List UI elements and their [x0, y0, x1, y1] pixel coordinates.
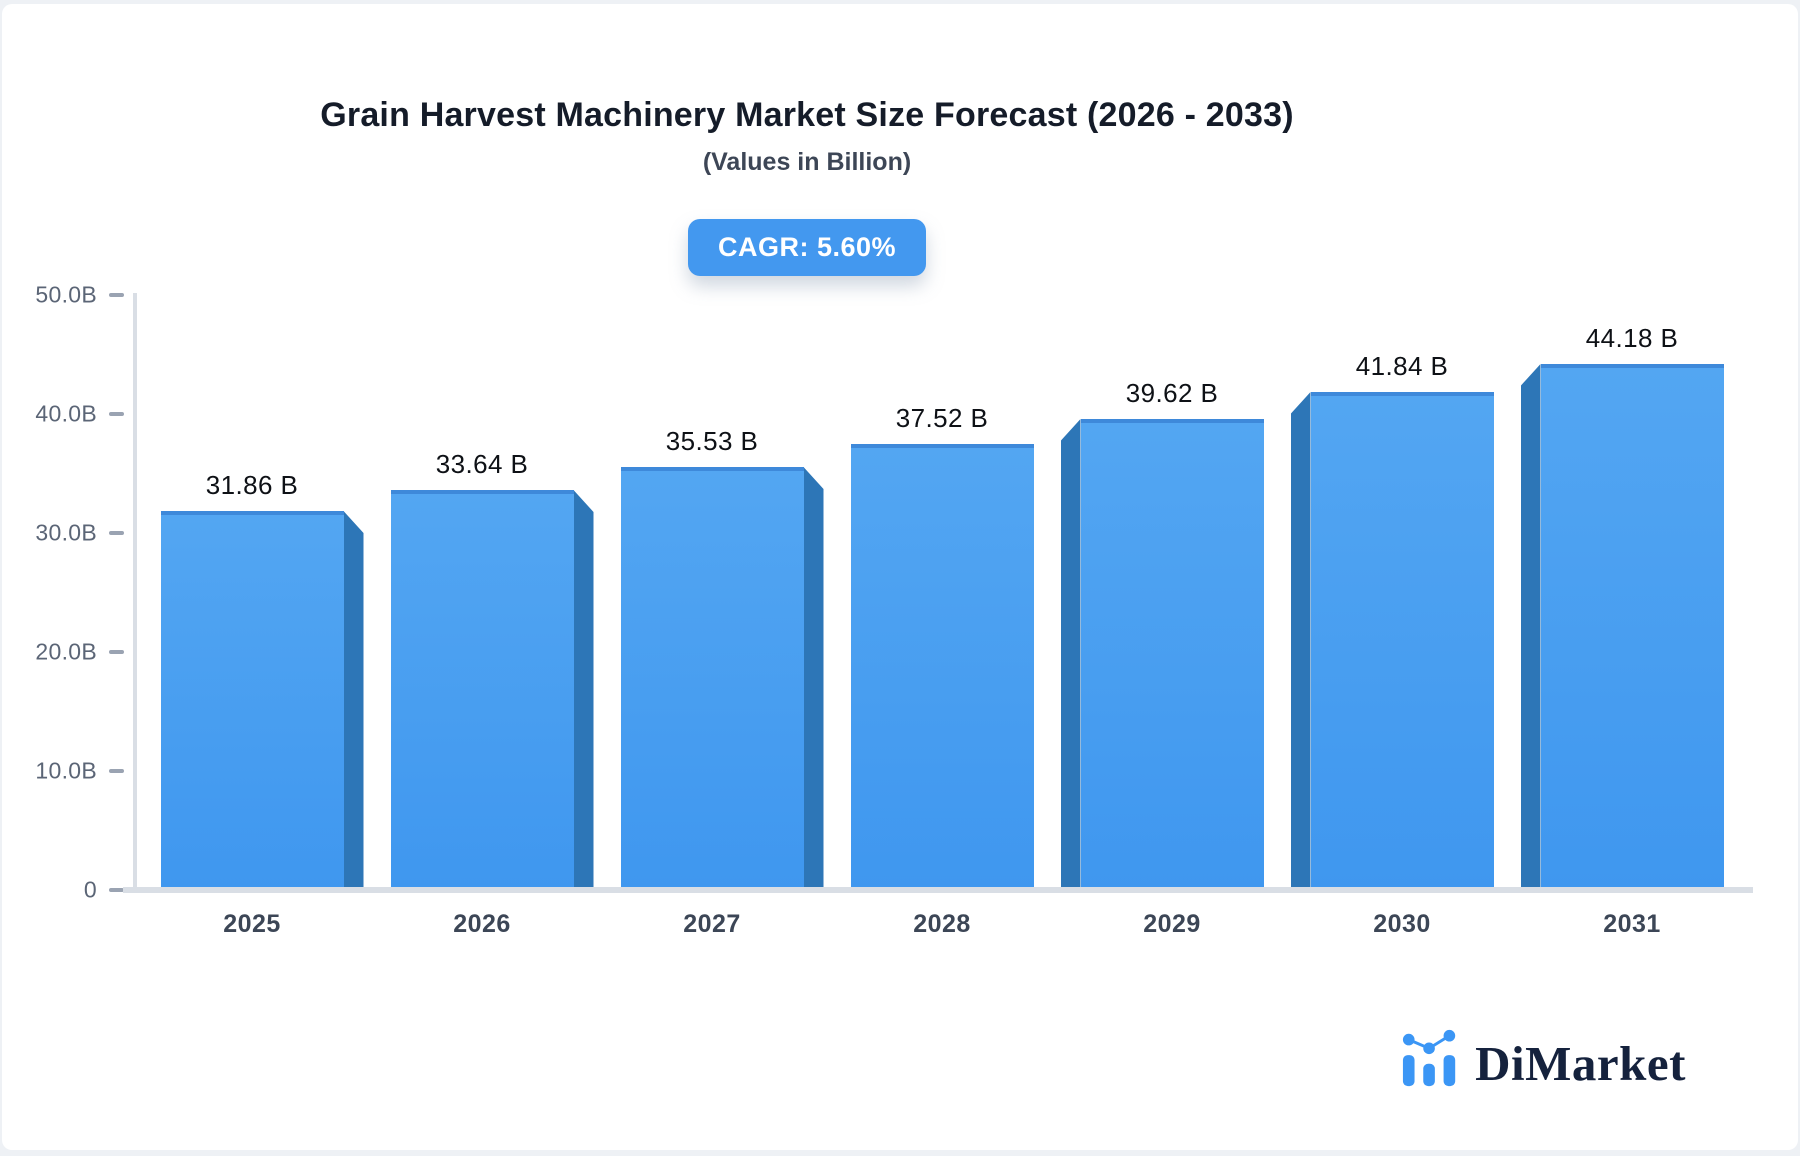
bar-chart-plot-area: 50.0B 40.0B 30.0B 20.0B 10.0B 0 31.86 B 2025 33… — [35, 282, 1753, 938]
bar-value-label: 44.18 B — [1585, 323, 1679, 353]
dimarket-logo-text: DiMarket — [1475, 1036, 1686, 1091]
y-tick-dash — [109, 888, 124, 892]
bar-column-2030: 41.84 B 2030 — [1287, 295, 1517, 938]
y-tick-dash — [109, 293, 124, 297]
bar-face — [850, 444, 1034, 890]
dimarket-logo: DiMarket — [1400, 1028, 1686, 1088]
bar-value-label: 37.52 B — [895, 403, 989, 433]
bar-column-2028: 37.52 B 2028 — [827, 295, 1057, 938]
bar-side-face — [1520, 364, 1541, 890]
bar-side-face — [1290, 392, 1311, 890]
bar-column-2027: 35.53 B 2027 — [597, 295, 827, 938]
bar-value-label: 41.84 B — [1355, 351, 1449, 381]
chart-header: Grain Harvest Machinery Market Size Fore… — [2, 4, 1612, 276]
y-tick-label: 0 — [83, 876, 97, 903]
y-axis-line — [133, 293, 137, 890]
page-title: Grain Harvest Machinery Market Size Fore… — [320, 96, 1294, 134]
x-tick-label-2030: 2030 — [1373, 910, 1431, 938]
bar-value-label: 35.53 B — [665, 426, 759, 456]
page-subtitle: (Values in Billion) — [702, 148, 912, 176]
bar-side-face — [573, 490, 594, 890]
bar-side-face — [803, 467, 824, 890]
y-tick-dash — [109, 650, 124, 654]
y-tick-dash — [109, 531, 124, 535]
x-tick-label-2031: 2031 — [1603, 910, 1661, 938]
x-tick-label-2027: 2027 — [683, 910, 741, 938]
bar-value-label: 39.62 B — [1125, 378, 1219, 408]
y-tick-dash — [109, 769, 124, 773]
y-tick-dash — [109, 412, 124, 416]
x-axis-line — [123, 887, 1753, 893]
x-tick-label-2026: 2026 — [453, 910, 511, 938]
bar-value-label: 33.64 B — [435, 449, 529, 479]
bar-face — [160, 511, 364, 890]
bar-face — [390, 490, 594, 890]
bar-value-label: 31.86 B — [205, 470, 299, 500]
x-tick-label-2028: 2028 — [913, 910, 971, 938]
bar-chart-trend-icon — [1403, 1029, 1456, 1087]
bar-face — [1060, 419, 1264, 890]
y-tick-label: 40.0B — [35, 400, 97, 427]
x-tick-label-2029: 2029 — [1143, 910, 1201, 938]
bar-side-face — [1060, 419, 1081, 890]
bars-container: 31.86 B 2025 33.64 B 2026 35.53 B 2027 37.52 B… — [137, 295, 1747, 938]
y-tick-label: 20.0B — [35, 638, 97, 665]
bar-column-2025: 31.86 B 2025 — [137, 295, 367, 938]
y-tick-label: 10.0B — [35, 757, 97, 784]
x-tick-label-2025: 2025 — [223, 910, 281, 938]
bar-face — [1290, 392, 1494, 890]
bar-column-2026: 33.64 B 2026 — [367, 295, 597, 938]
bar-side-face — [343, 511, 364, 890]
y-tick-label: 50.0B — [35, 281, 97, 308]
y-tick-label: 30.0B — [35, 519, 97, 546]
bar-column-2031: 44.18 B 2031 — [1517, 295, 1747, 938]
bar-face — [620, 467, 824, 890]
chart-card: Grain Harvest Machinery Market Size Fore… — [2, 4, 1798, 1150]
bar-face — [1520, 364, 1724, 890]
bar-column-2029: 39.62 B 2029 — [1057, 295, 1287, 938]
cagr-badge: CAGR: 5.60% — [687, 219, 927, 276]
